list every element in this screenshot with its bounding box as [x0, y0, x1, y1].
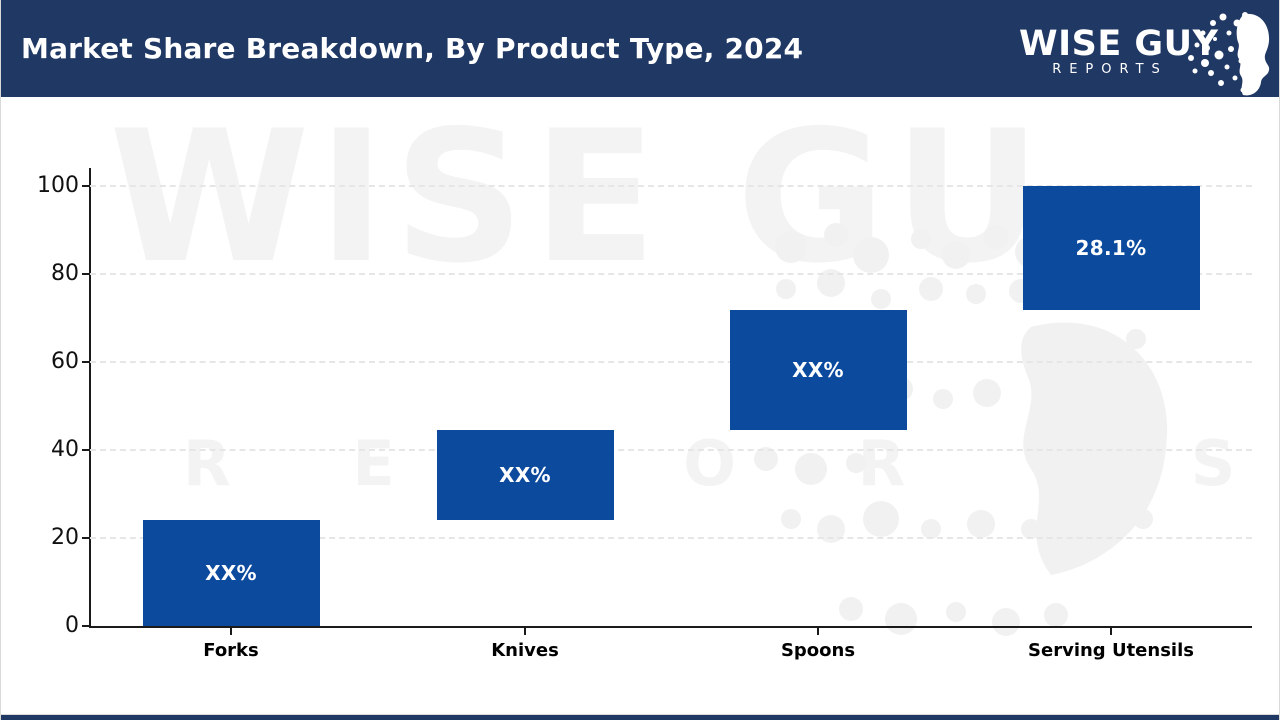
y-tick-mark	[82, 185, 90, 187]
gridline-60	[90, 361, 1252, 363]
bar-value-label: XX%	[499, 462, 551, 487]
logo-face-icon	[1188, 12, 1270, 96]
logo-subtitle: REPORTS	[1052, 62, 1168, 77]
y-tick-mark	[82, 273, 90, 275]
x-tick-mark	[230, 628, 232, 635]
x-tick-mark	[524, 628, 526, 635]
gridline-40	[90, 449, 1252, 451]
bar-spoons: XX%	[729, 309, 907, 430]
logo-wordmark: WISE GUY	[1019, 24, 1219, 64]
gridline-80	[90, 273, 1252, 275]
y-tick-label: 80	[51, 261, 79, 286]
footer-band	[1, 715, 1279, 720]
y-tick-label: 0	[65, 613, 79, 638]
gridline-100	[90, 185, 1252, 187]
y-tick-mark	[82, 361, 90, 363]
bar-forks: XX%	[142, 519, 320, 626]
chart-title: Market Share Breakdown, By Product Type,…	[21, 32, 804, 65]
wise-guy-logo: WISE GUY REPORTS	[1019, 0, 1270, 97]
y-tick-label: 40	[51, 437, 79, 462]
y-tick-mark	[82, 625, 90, 627]
y-tick-label: 100	[37, 173, 79, 198]
y-tick-mark	[82, 449, 90, 451]
y-tick-mark	[82, 537, 90, 539]
x-axis-label-serving-utensils: Serving Utensils	[1028, 640, 1194, 661]
x-axis-line	[89, 626, 1252, 628]
header-band: Market Share Breakdown, By Product Type,…	[1, 0, 1279, 97]
x-axis-label-knives: Knives	[491, 640, 559, 661]
x-axis-label-forks: Forks	[203, 640, 259, 661]
bar-value-label: XX%	[792, 357, 844, 382]
bar-value-label: 28.1%	[1075, 235, 1147, 260]
y-axis-line	[89, 168, 91, 628]
x-tick-mark	[817, 628, 819, 635]
bar-value-label: XX%	[205, 560, 257, 585]
y-tick-label: 60	[51, 349, 79, 374]
x-axis-label-spoons: Spoons	[780, 640, 856, 661]
gridline-20	[90, 537, 1252, 539]
x-tick-mark	[1110, 628, 1112, 635]
watermark-text: WISE GU	[109, 91, 1050, 303]
plot-area: WISE GU R E P O R T S	[1, 91, 1279, 715]
y-tick-label: 20	[51, 525, 79, 550]
footer-hairline	[1, 714, 1279, 715]
bar-knives: XX%	[436, 429, 614, 520]
bar-serving-utensils: 28.1%	[1022, 186, 1200, 310]
